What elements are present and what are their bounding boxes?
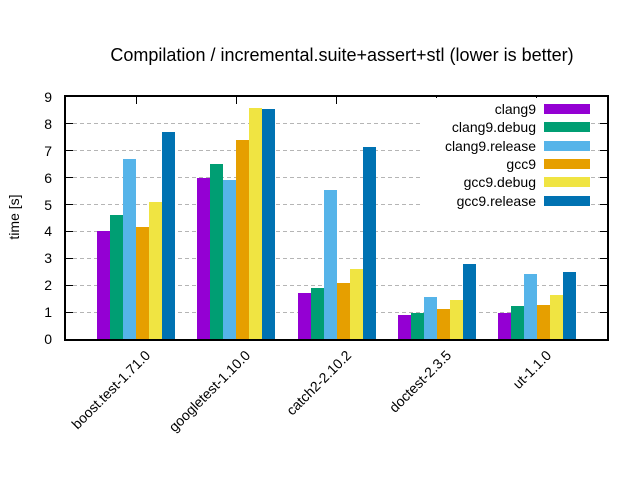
legend-label: clang9.release: [444, 137, 536, 154]
bar: [349, 269, 363, 339]
legend-item: clang9: [445, 100, 590, 118]
y-tick-mark: [66, 284, 73, 286]
bar: [262, 109, 276, 339]
bar: [323, 189, 337, 339]
legend-swatch: [544, 177, 590, 188]
bar: [497, 312, 511, 339]
chart-title: Compilation / incremental.suite+assert+s…: [110, 45, 574, 65]
bar: [549, 294, 563, 339]
x-tick-mark: [135, 97, 137, 104]
y-tick-mark: [600, 257, 607, 259]
bar: [462, 264, 476, 339]
bar: [562, 272, 576, 339]
y-tick-mark: [66, 204, 73, 206]
bar: [236, 140, 250, 339]
legend-label: clang9.debug: [451, 119, 536, 136]
legend-item: clang9.release: [445, 137, 590, 155]
bar: [197, 177, 211, 339]
bar: [223, 180, 237, 339]
y-tick-label: 9: [44, 89, 52, 105]
legend-swatch: [544, 195, 590, 206]
grid-line: [66, 150, 607, 152]
bar: [423, 296, 437, 339]
legend-label: clang9: [494, 101, 536, 118]
legend-label: gcc9.release: [456, 192, 536, 209]
bar: [436, 308, 450, 339]
bar: [362, 146, 376, 339]
y-tick-mark: [600, 311, 607, 313]
grid-line: [66, 230, 607, 232]
y-tick-mark: [600, 230, 607, 232]
y-tick-mark: [66, 177, 73, 179]
bar: [110, 215, 124, 339]
bar: [510, 306, 524, 339]
bar: [297, 293, 311, 339]
y-tick-label: 6: [44, 169, 52, 186]
legend-label: gcc9.debug: [463, 174, 536, 191]
grid-line: [66, 204, 607, 206]
legend-label: gcc9: [506, 156, 536, 173]
legend-item: clang9.debug: [445, 118, 590, 136]
y-tick-mark: [66, 311, 73, 313]
bar: [149, 201, 163, 339]
x-tick-mark: [336, 97, 337, 104]
bar: [210, 164, 224, 339]
y-tick-mark: [66, 150, 73, 152]
y-tick-mark: [600, 123, 607, 125]
y-tick-label: 8: [44, 115, 52, 132]
y-tick-label: 2: [44, 277, 52, 294]
y-tick-label: 0: [44, 331, 52, 347]
y-tick-mark: [600, 150, 607, 152]
x-tick-mark: [235, 97, 237, 104]
grid-line: [66, 123, 607, 125]
y-tick-label: 1: [44, 304, 52, 321]
bar: [97, 231, 111, 339]
bar: [449, 300, 463, 339]
legend: clang9 clang9.debug clang9.release gcc9 gcc9…: [422, 98, 590, 213]
y-tick-label: 5: [44, 196, 52, 213]
legend-swatch: [544, 104, 590, 115]
bar: [123, 158, 137, 339]
y-tick-label: 7: [44, 142, 52, 159]
y-tick-mark: [600, 204, 607, 206]
legend-item: gcc9.release: [445, 191, 590, 209]
bar: [310, 287, 324, 339]
y-tick-mark: [66, 230, 73, 232]
plot-area: clang9 clang9.debug clang9.release gcc9 gcc9…: [64, 95, 609, 341]
y-tick-mark: [66, 257, 73, 259]
bar: [136, 227, 150, 339]
y-tick-mark: [600, 284, 607, 286]
legend-swatch: [544, 159, 590, 170]
legend-item: gcc9: [445, 155, 590, 173]
bar: [523, 274, 537, 339]
legend-item: gcc9.debug: [445, 173, 590, 191]
grid-line: [66, 257, 607, 259]
bar: [536, 304, 550, 339]
grid-line: [66, 177, 607, 179]
y-tick-mark: [600, 177, 607, 179]
bar: [410, 312, 424, 339]
legend-swatch: [544, 122, 590, 133]
legend-swatch: [544, 140, 590, 151]
bar: [162, 131, 176, 339]
y-tick-mark: [66, 123, 73, 125]
bar: [249, 107, 263, 339]
bar: [336, 282, 350, 339]
y-tick-label: 3: [44, 250, 52, 267]
bar: [397, 315, 411, 339]
y-tick-label: 4: [44, 223, 52, 240]
